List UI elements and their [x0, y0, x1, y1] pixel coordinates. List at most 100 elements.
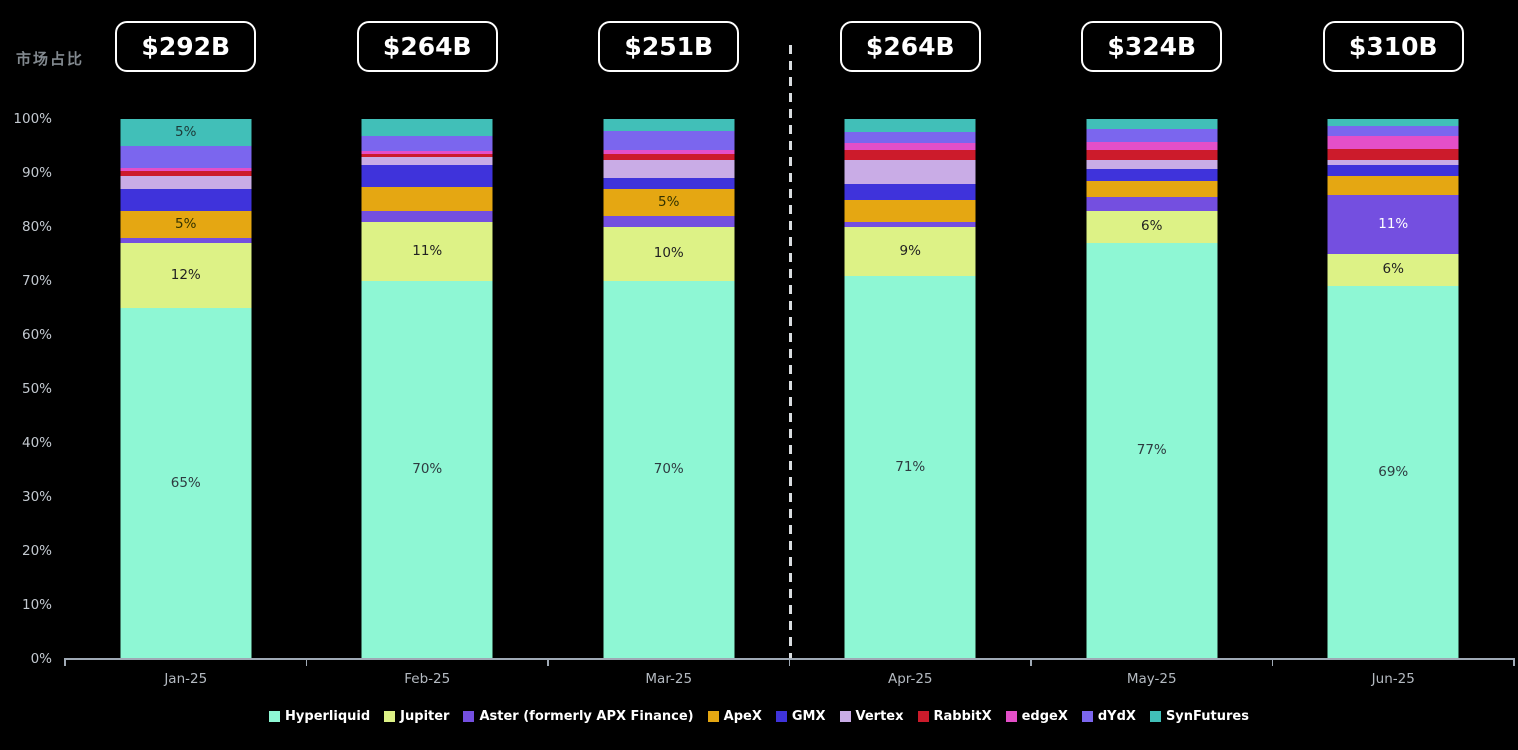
total-volume-badge: $292B [115, 21, 257, 72]
bar-segment-hyperliquid: 71% [844, 275, 976, 659]
bar-segment-vertex [844, 160, 976, 184]
segment-percent-label: 9% [899, 242, 921, 259]
x-axis-label: Jun-25 [1371, 671, 1415, 687]
bar-segment-jupiter: 6% [1086, 210, 1218, 244]
bar-segment-vertex [603, 159, 735, 179]
stacked-bar: 77% 6% [1086, 119, 1218, 659]
bar-segment-dydx [603, 131, 735, 151]
bar-segment-jupiter: 11% [361, 221, 493, 281]
bar-segment-aster [603, 216, 735, 227]
bar-segment-edgex [361, 151, 493, 155]
bar-segment-edgex [120, 167, 252, 172]
total-volume-badge: $324B [1081, 21, 1223, 72]
segment-percent-label: 10% [653, 245, 684, 262]
x-axis-tick [788, 658, 791, 666]
bar-segment-hyperliquid: 70% [603, 281, 735, 659]
bar-segment-edgex [1086, 142, 1218, 150]
total-volume-badge: $251B [598, 21, 740, 72]
bar-segment-aster: 11% [1327, 194, 1459, 255]
segment-percent-label: 70% [653, 461, 684, 478]
y-axis-tick-labels: 0% 10% 20% 30% 40% 50% 60% 70% 80% 90% 100% [0, 111, 52, 667]
bar-segment-apex [1327, 175, 1459, 195]
bar-segment-rabbitx [361, 154, 493, 157]
bar-segment-apex: 5% [120, 210, 252, 238]
stacked-bar: 71% 9% [844, 119, 976, 659]
bar-segment-synfutures [361, 119, 493, 137]
segment-percent-label: 11% [412, 242, 443, 259]
bar-segment-apex [1086, 181, 1218, 198]
y-axis-tick-label: 50% [21, 381, 52, 397]
bar-segment-hyperliquid: 70% [361, 281, 493, 659]
legend-item-apex: ApeX [707, 709, 762, 724]
x-axis-label: Apr-25 [887, 671, 933, 687]
bar-segment-synfutures [1086, 119, 1218, 129]
y-axis-tick-label: 0% [30, 651, 52, 667]
x-axis-label: May-25 [1126, 671, 1177, 687]
bar-segment-dydx [844, 131, 976, 143]
bar-segment-gmx [361, 164, 493, 187]
bar-segment-rabbitx [844, 149, 976, 161]
bar-segment-dydx [1086, 128, 1218, 143]
bar-segment-jupiter: 10% [603, 227, 735, 281]
segment-percent-label: 71% [895, 458, 926, 475]
bar-segment-aster [361, 210, 493, 222]
legend-item-aster: Aster (formerly APX Finance) [463, 709, 694, 724]
bar-segment-rabbitx [1327, 148, 1459, 160]
segment-percent-label: 6% [1141, 218, 1163, 235]
legend-label: Hyperliquid [285, 709, 371, 724]
bar-segment-dydx [361, 136, 493, 152]
bar-column-apr-25: 71% 9% [790, 119, 1032, 659]
x-axis-label: Jan-25 [164, 671, 208, 687]
bars-area: 65% 12% 5% 5% 70% 11% 70% 10% 5% 71% 9% 77% 6% 69% 6% 1… [65, 119, 1514, 659]
total-volume-badges: $292B $264B $251B $264B $324B $310B [65, 21, 1514, 73]
bar-segment-jupiter: 12% [120, 243, 252, 308]
legend-label: Jupiter [400, 709, 450, 724]
x-axis-label: Feb-25 [404, 671, 451, 687]
x-axis-label: Mar-25 [645, 671, 693, 687]
y-axis-tick-label: 90% [21, 165, 52, 181]
segment-percent-label: 5% [658, 193, 680, 210]
bar-segment-rabbitx [1086, 149, 1218, 161]
x-axis-tick [1271, 658, 1274, 666]
y-axis-tick-label: 60% [21, 327, 52, 343]
y-axis-tick-label: 10% [21, 597, 52, 613]
bar-column-jan-25: 65% 12% 5% 5% [65, 119, 307, 659]
bar-column-mar-25: 70% 10% 5% [548, 119, 790, 659]
bar-segment-jupiter: 9% [844, 227, 976, 276]
x-axis-tick [64, 658, 66, 666]
bar-segment-synfutures [1327, 119, 1459, 127]
chart-title: 市场占比 [16, 50, 85, 68]
bar-segment-apex [844, 200, 976, 222]
badge-cell: $292B [65, 21, 307, 73]
legend-label: GMX [791, 709, 826, 724]
legend-swatch-icon [917, 711, 929, 722]
legend-swatch-icon [1149, 711, 1161, 722]
legend-label: dYdX [1097, 709, 1136, 724]
legend-swatch-icon [463, 711, 475, 722]
segment-percent-label: 11% [1378, 215, 1409, 232]
x-axis-tick [305, 658, 308, 666]
y-axis-tick-label: 40% [21, 435, 52, 451]
legend: Hyperliquid Jupiter Aster (formerly APX Fi… [0, 709, 1518, 724]
bar-segment-hyperliquid: 77% [1086, 243, 1218, 659]
segment-percent-label: 5% [175, 215, 197, 232]
bar-segment-synfutures [844, 119, 976, 132]
segment-percent-label: 5% [175, 123, 197, 140]
legend-swatch-icon [839, 711, 851, 722]
legend-item-gmx: GMX [775, 709, 826, 724]
y-axis-tick-label: 70% [21, 273, 52, 289]
legend-item-synfutures: SynFutures [1149, 709, 1249, 724]
bar-column-feb-25: 70% 11% [307, 119, 549, 659]
x-axis-tick [547, 658, 549, 666]
legend-label: ApeX [723, 709, 762, 724]
bar-segment-rabbitx [603, 154, 735, 160]
segment-percent-label: 6% [1382, 261, 1404, 278]
badge-cell: $264B [307, 21, 549, 73]
stacked-bar: 70% 11% [361, 119, 493, 659]
bar-segment-gmx [603, 178, 735, 190]
bar-segment-hyperliquid: 65% [120, 308, 252, 659]
legend-swatch-icon [269, 711, 281, 722]
legend-label: edgeX [1021, 709, 1068, 724]
